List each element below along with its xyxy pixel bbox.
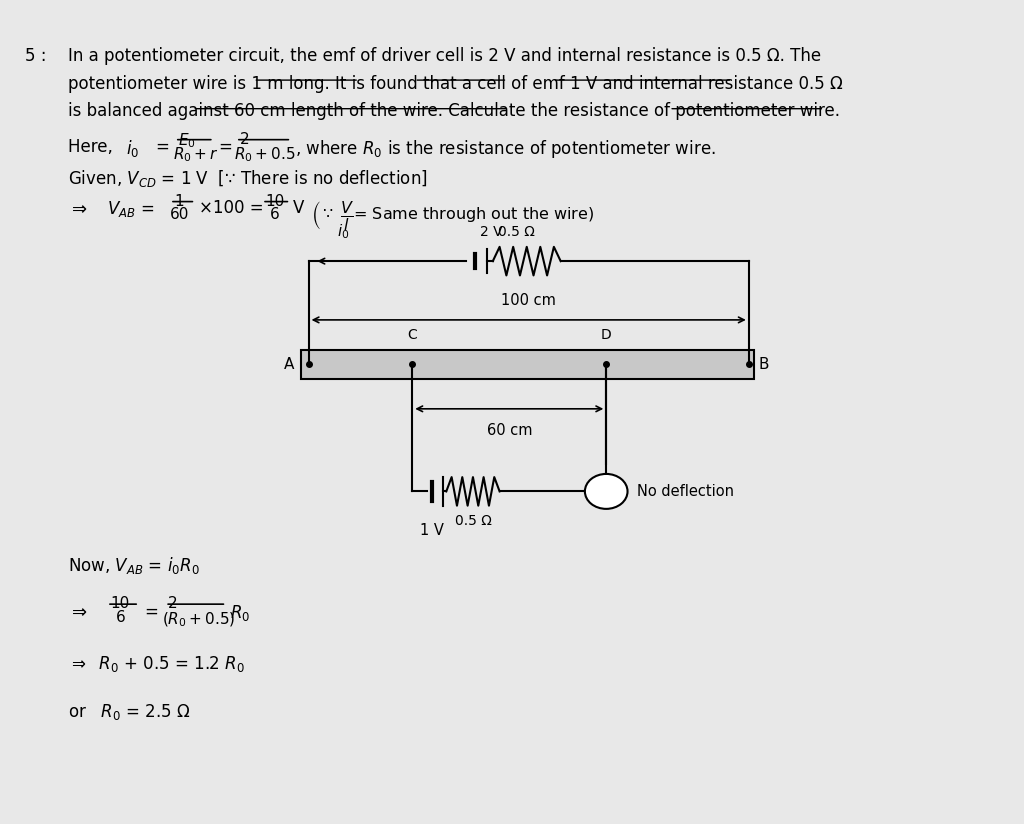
Text: $\Rightarrow$: $\Rightarrow$ (69, 199, 88, 218)
Text: $\Rightarrow$  $R_0$ + 0.5 = 1.2 $R_0$: $\Rightarrow$ $R_0$ + 0.5 = 1.2 $R_0$ (69, 654, 245, 674)
Text: Given, $V_{CD}$ = 1 V  [∵ There is no deflection]: Given, $V_{CD}$ = 1 V [∵ There is no def… (69, 168, 428, 190)
Text: potentiometer wire is 1 m long. It is found that a cell of emf 1 V and internal : potentiometer wire is 1 m long. It is fo… (69, 74, 843, 92)
Text: $E_0$: $E_0$ (178, 132, 196, 151)
Text: 2 V: 2 V (480, 225, 503, 239)
Text: No deflection: No deflection (637, 484, 734, 499)
Text: $R_0+r$: $R_0+r$ (173, 145, 218, 164)
Text: G: G (600, 485, 612, 499)
Text: 2: 2 (240, 132, 250, 147)
Text: 10: 10 (265, 194, 285, 208)
Text: 60: 60 (170, 207, 189, 222)
Text: B: B (759, 357, 769, 372)
Text: =: = (144, 602, 158, 620)
Text: , where $R_0$ is the resistance of potentiometer wire.: , where $R_0$ is the resistance of poten… (295, 138, 716, 160)
Text: ×100 =: ×100 = (199, 199, 269, 218)
Text: 5 :: 5 : (25, 47, 46, 65)
Text: is balanced against 60 cm length of the wire. Calculate the resistance of potent: is balanced against 60 cm length of the … (69, 102, 841, 120)
Text: $i_0$: $i_0$ (126, 138, 139, 159)
Text: 0.5 Ω: 0.5 Ω (498, 225, 535, 239)
Text: =: = (156, 138, 169, 156)
Text: $V_{AB}$ =: $V_{AB}$ = (102, 199, 157, 219)
Text: C: C (408, 328, 417, 342)
Text: $i_0$: $i_0$ (337, 222, 350, 241)
Text: 1: 1 (174, 194, 183, 208)
Text: V: V (293, 199, 304, 218)
Text: $\Rightarrow$: $\Rightarrow$ (69, 602, 88, 620)
Text: =: = (218, 138, 232, 156)
Text: $R_0+0.5$: $R_0+0.5$ (234, 145, 296, 164)
Text: 10: 10 (110, 597, 129, 611)
Text: 6: 6 (116, 611, 126, 625)
Circle shape (585, 474, 628, 509)
Text: $(R_0+0.5)$: $(R_0+0.5)$ (163, 611, 236, 629)
Text: Now, $V_{AB}$ = $i_0 R_0$: Now, $V_{AB}$ = $i_0 R_0$ (69, 555, 200, 576)
Bar (301, 350, 754, 379)
Text: In a potentiometer circuit, the emf of driver cell is 2 V and internal resistanc: In a potentiometer circuit, the emf of d… (69, 47, 821, 65)
Text: A: A (284, 357, 294, 372)
Text: 60 cm: 60 cm (486, 423, 532, 438)
Text: Here,: Here, (69, 138, 119, 156)
Text: 100 cm: 100 cm (501, 293, 556, 308)
Text: 6: 6 (270, 207, 280, 222)
Text: D: D (601, 328, 611, 342)
Text: 1 V: 1 V (420, 523, 443, 538)
Text: $\left(\because\; \dfrac{V}{l}\right.$= Same through out the wire$\left.\right)$: $\left(\because\; \dfrac{V}{l}\right.$= … (310, 199, 594, 232)
Text: 2: 2 (168, 597, 178, 611)
Text: $R_0$: $R_0$ (230, 602, 250, 623)
Text: 0.5 Ω: 0.5 Ω (455, 513, 492, 527)
Text: or   $R_0$ = 2.5 Ω: or $R_0$ = 2.5 Ω (69, 702, 190, 722)
